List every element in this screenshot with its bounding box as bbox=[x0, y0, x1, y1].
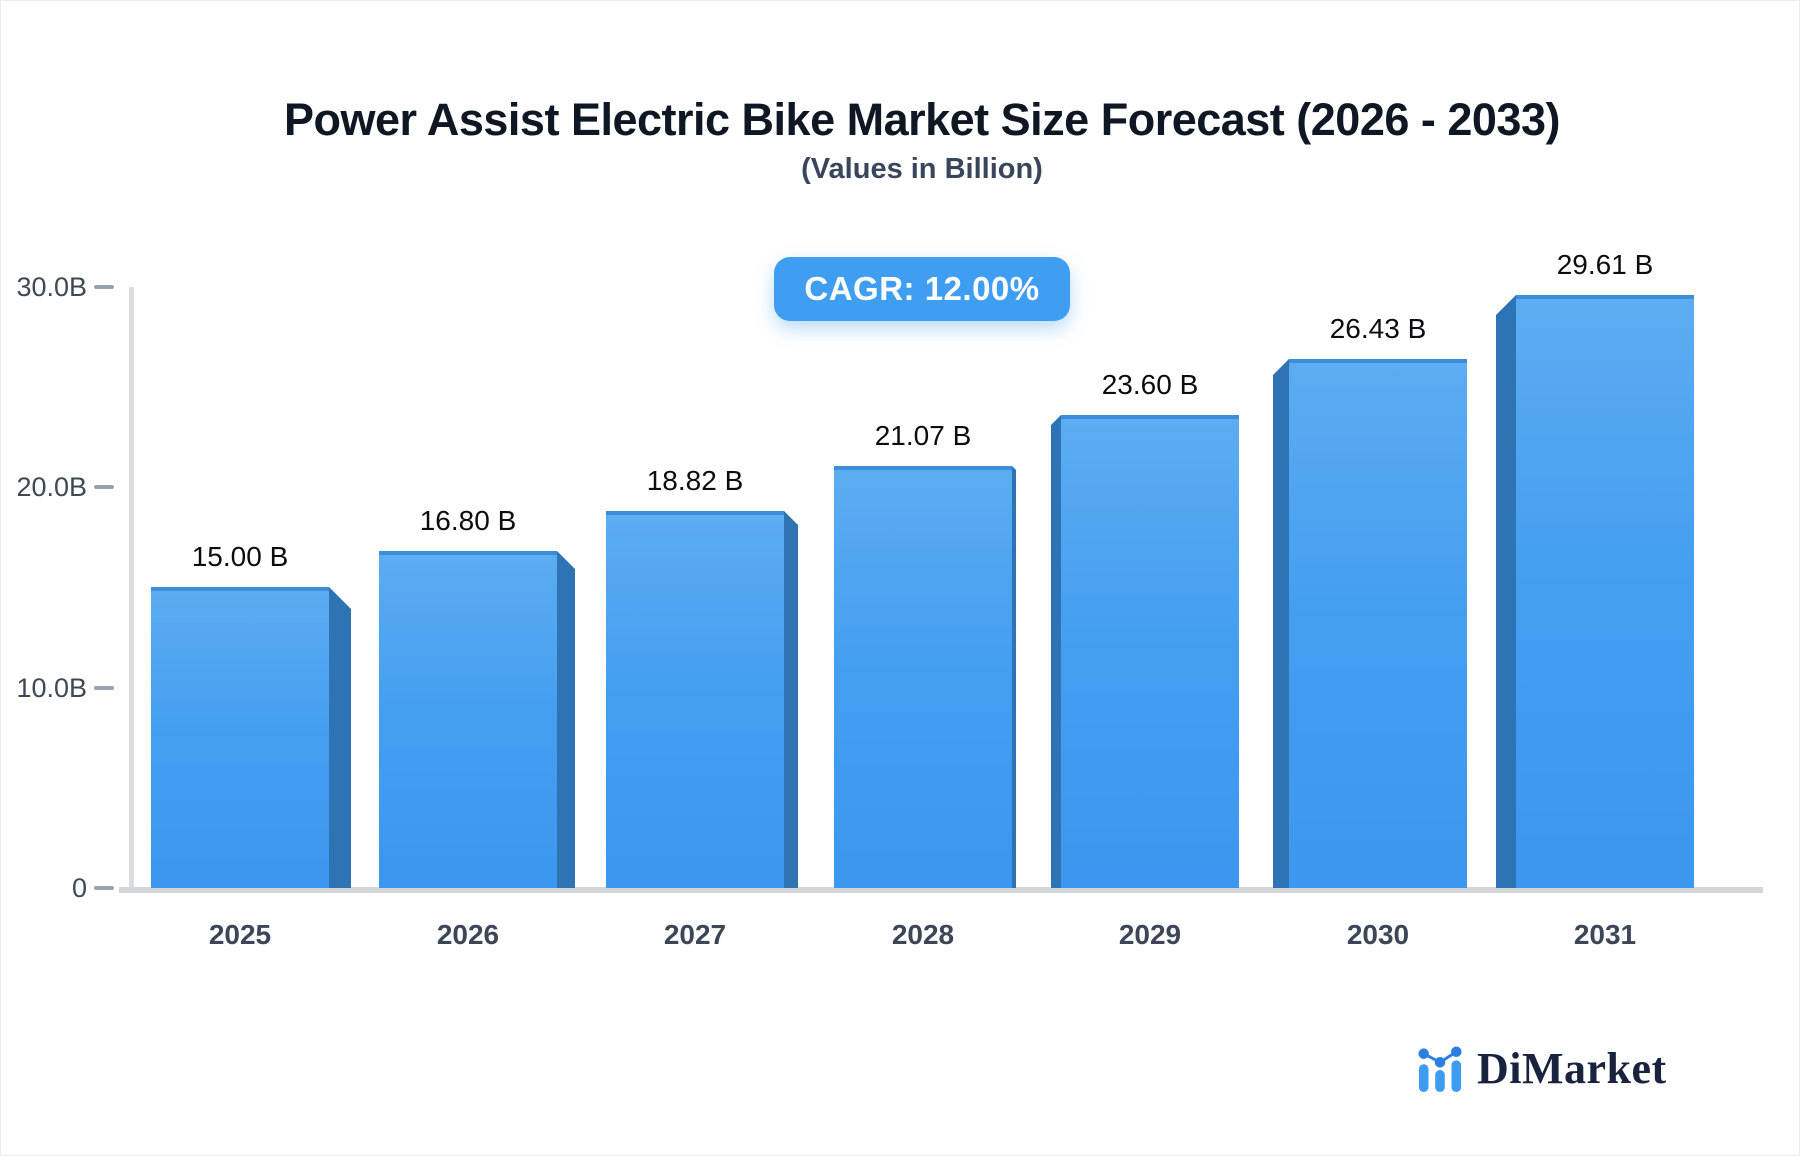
bar-2030 bbox=[1289, 359, 1467, 888]
bar-side-2031 bbox=[1496, 295, 1516, 888]
chart-title: Power Assist Electric Bike Market Size F… bbox=[284, 94, 1560, 145]
x-tick-label: 2029 bbox=[1118, 919, 1182, 950]
y-tick-label: 30.0B bbox=[16, 272, 87, 302]
bar-side-2025 bbox=[329, 587, 351, 888]
bar-value-label: 21.07 B bbox=[874, 420, 972, 451]
bar-side-2029 bbox=[1051, 415, 1061, 888]
bar-side-2027 bbox=[784, 511, 798, 888]
y-tick-mark bbox=[94, 685, 114, 690]
bar-2028 bbox=[834, 466, 1012, 888]
y-axis-line bbox=[129, 287, 134, 892]
bar-value-label: 18.82 B bbox=[646, 465, 744, 496]
brand-logo-icon bbox=[1418, 1045, 1462, 1092]
y-tick-label: 10.0B bbox=[16, 672, 87, 703]
bar-value-label: 16.80 B bbox=[419, 505, 517, 536]
x-tick-label: 2028 bbox=[891, 919, 955, 950]
brand-logo-text: DiMarket bbox=[1477, 1044, 1667, 1093]
y-tick-mark bbox=[94, 886, 114, 890]
brand-logo: DiMarket bbox=[1417, 1043, 1667, 1094]
bar-2027 bbox=[606, 511, 784, 888]
bar-value-label: 26.43 B bbox=[1329, 313, 1427, 344]
cagr-badge-row: CAGR: 12.00% bbox=[45, 257, 1799, 321]
bar-2026 bbox=[379, 551, 557, 888]
bar-2025 bbox=[151, 587, 329, 888]
bar-side-2030 bbox=[1273, 359, 1289, 888]
x-axis-line bbox=[119, 887, 1763, 893]
cagr-badge: CAGR: 12.00% bbox=[774, 257, 1070, 321]
x-tick-label: 2026 bbox=[436, 919, 500, 950]
bar-side-2026 bbox=[557, 551, 575, 888]
bar-value-label: 29.61 B bbox=[1556, 249, 1654, 280]
x-tick-label: 2025 bbox=[208, 919, 272, 950]
chart-subtitle: (Values in Billion) bbox=[801, 153, 1043, 185]
y-tick-mark bbox=[94, 485, 114, 490]
x-tick-label: 2031 bbox=[1573, 919, 1637, 950]
bar-2029 bbox=[1061, 415, 1239, 888]
x-tick-label: 2030 bbox=[1346, 919, 1410, 950]
y-tick-label: 20.0B bbox=[16, 472, 87, 503]
x-tick-label: 2027 bbox=[663, 919, 727, 950]
y-tick-label: 0 bbox=[71, 873, 87, 903]
bar-side-2028 bbox=[1012, 466, 1016, 888]
y-tick-mark bbox=[94, 285, 114, 289]
bar-2031 bbox=[1516, 295, 1694, 888]
bar-value-label: 15.00 B bbox=[191, 541, 289, 572]
bar-value-label: 23.60 B bbox=[1101, 369, 1199, 400]
